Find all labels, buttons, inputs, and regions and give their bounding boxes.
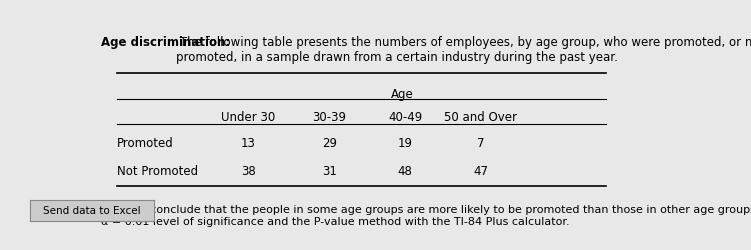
Text: 50 and Over: 50 and Over [445, 111, 517, 124]
Text: 48: 48 [398, 165, 413, 178]
Text: Age: Age [391, 88, 414, 101]
Text: 13: 13 [240, 137, 255, 150]
Text: 30-39: 30-39 [312, 111, 347, 124]
Text: Can you conclude that the people in some age groups are more likely to be promot: Can you conclude that the people in some… [101, 205, 751, 227]
Text: 47: 47 [473, 165, 488, 178]
Text: 7: 7 [477, 137, 484, 150]
Text: The following table presents the numbers of employees, by age group, who were pr: The following table presents the numbers… [176, 36, 751, 64]
Text: Promoted: Promoted [117, 137, 174, 150]
Text: Not Promoted: Not Promoted [117, 165, 198, 178]
Text: Under 30: Under 30 [221, 111, 275, 124]
Text: 29: 29 [322, 137, 337, 150]
Text: Send data to Excel: Send data to Excel [44, 206, 140, 216]
Text: 19: 19 [398, 137, 413, 150]
Text: 31: 31 [322, 165, 337, 178]
Text: 40-49: 40-49 [388, 111, 422, 124]
Text: Age discrimination:: Age discrimination: [101, 36, 231, 49]
Text: 38: 38 [241, 165, 255, 178]
